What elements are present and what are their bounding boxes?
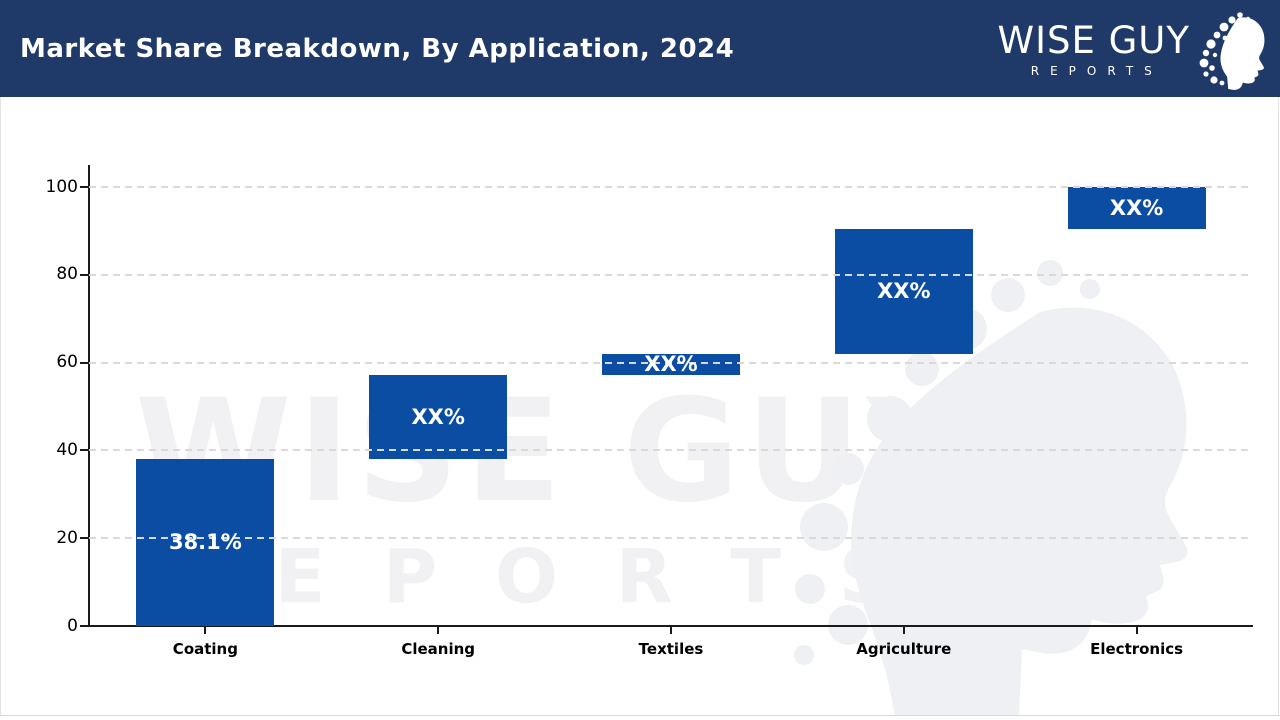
y-axis-line (88, 165, 90, 627)
bar-value-label: 38.1% (168, 530, 242, 555)
x-tick-label-textiles: Textiles (638, 640, 704, 658)
y-tick-label-100: 100 (45, 176, 78, 197)
content-border-bottom (0, 715, 1280, 716)
bar-value-label: XX% (877, 279, 931, 304)
gridline-100 (89, 186, 1253, 188)
gridline-60 (89, 361, 1253, 364)
logo-text-reports: REPORTS (1030, 63, 1163, 78)
chart-title: Market Share Breakdown, By Application, … (20, 33, 735, 64)
gridline-40 (89, 449, 1253, 452)
y-tick-label-20: 20 (56, 527, 78, 548)
header-bar: Market Share Breakdown, By Application, … (0, 0, 1280, 97)
y-tick-mark-0 (80, 625, 88, 627)
y-tick-mark-100 (80, 186, 88, 188)
x-tick-mark (204, 627, 207, 634)
x-tick-label-cleaning: Cleaning (401, 640, 476, 658)
y-tick-label-0: 0 (67, 615, 78, 636)
x-tick-mark (902, 627, 905, 634)
x-axis-line (86, 625, 1253, 627)
y-tick-mark-60 (80, 361, 88, 364)
x-tick-label-coating: Coating (172, 640, 238, 658)
logo-text-wise-guy: WISE GUY (997, 18, 1190, 62)
content-border-left (0, 97, 1, 715)
y-tick-mark-40 (80, 449, 88, 452)
content-border-right (1278, 97, 1279, 715)
bar-cleaning[interactable] (369, 374, 508, 459)
bar-textiles[interactable] (602, 353, 740, 375)
bar-value-label: XX% (644, 352, 698, 377)
bar-electronics[interactable] (1067, 187, 1206, 229)
logo-head-icon (1199, 12, 1265, 90)
gridline-20 (89, 537, 1253, 540)
y-tick-label-60: 60 (56, 352, 78, 373)
bar-coating[interactable] (136, 458, 275, 626)
x-tick-mark (1135, 627, 1138, 634)
y-tick-label-80: 80 (56, 264, 78, 285)
wise-guy-reports-logo: WISE GUY REPORTS (998, 6, 1266, 92)
background-watermark: WISE GUY R E P O R T S (0, 97, 1280, 715)
bar-agriculture[interactable] (834, 228, 973, 354)
gridline-80 (89, 273, 1253, 276)
watermark-text-line2: R E P O R T S (160, 534, 909, 620)
bar-value-label: XX% (1109, 195, 1164, 220)
x-tick-mark (670, 627, 672, 634)
y-tick-mark-80 (80, 273, 88, 276)
bar-value-label: XX% (411, 404, 465, 429)
y-tick-mark-20 (80, 537, 88, 540)
y-tick-label-40: 40 (56, 439, 78, 460)
x-tick-label-electronics: Electronics (1090, 640, 1184, 658)
x-tick-mark (437, 627, 440, 634)
x-tick-label-agriculture: Agriculture (856, 640, 952, 658)
